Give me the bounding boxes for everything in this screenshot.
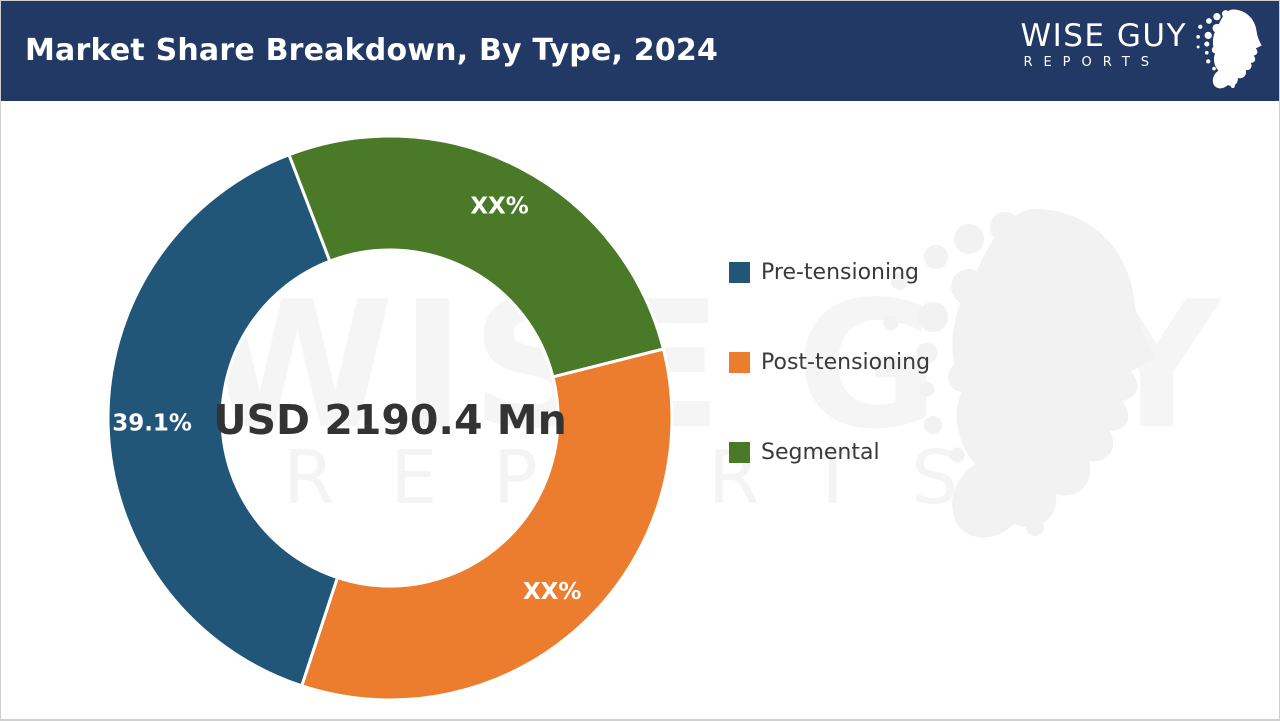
- legend-item-segmental: Segmental: [729, 437, 930, 467]
- legend-label: Post-tensioning: [761, 349, 931, 375]
- slice-pct-label: 39.1%: [112, 411, 192, 437]
- legend-label: Segmental: [761, 439, 880, 465]
- chart-area: WISE GUY REPORTS XX%XX%39.1%USD 2190.4 M…: [1, 101, 1279, 719]
- center-value: USD 2190.4 Mn: [213, 396, 567, 444]
- slice-post-tensioning: [299, 347, 674, 702]
- legend: Pre-tensioning Post-tensioning Segmental: [729, 257, 930, 527]
- slice-pct-label: XX%: [523, 579, 582, 605]
- donut-chart: XX% XX% 39.1% USD 2190.4 Mn: [106, 134, 674, 702]
- legend-swatch-segmental: [729, 441, 750, 463]
- logo-wordmark: WISE GUY: [1020, 18, 1187, 54]
- logo-head-icon: [1196, 9, 1262, 89]
- logo-subtitle: REPORTS: [1023, 55, 1161, 70]
- legend-item-post-tensioning: Post-tensioning: [729, 347, 930, 377]
- legend-item-pre-tensioning: Pre-tensioning: [729, 257, 930, 287]
- legend-swatch-post-tensioning: [729, 351, 750, 373]
- brand-text: WISE GUY REPORTS: [1020, 18, 1187, 70]
- slice-pre-tensioning: [106, 152, 340, 688]
- slice-segmental: [287, 134, 666, 379]
- page-title: Market Share Breakdown, By Type, 2024: [25, 33, 719, 68]
- header: Market Share Breakdown, By Type, 2024 WI…: [1, 1, 1279, 101]
- slice-pct-label: XX%: [470, 194, 529, 220]
- brand-logo: WISE GUY REPORTS: [1020, 8, 1265, 96]
- legend-label: Pre-tensioning: [761, 259, 920, 285]
- legend-swatch-pre-tensioning: [729, 261, 750, 283]
